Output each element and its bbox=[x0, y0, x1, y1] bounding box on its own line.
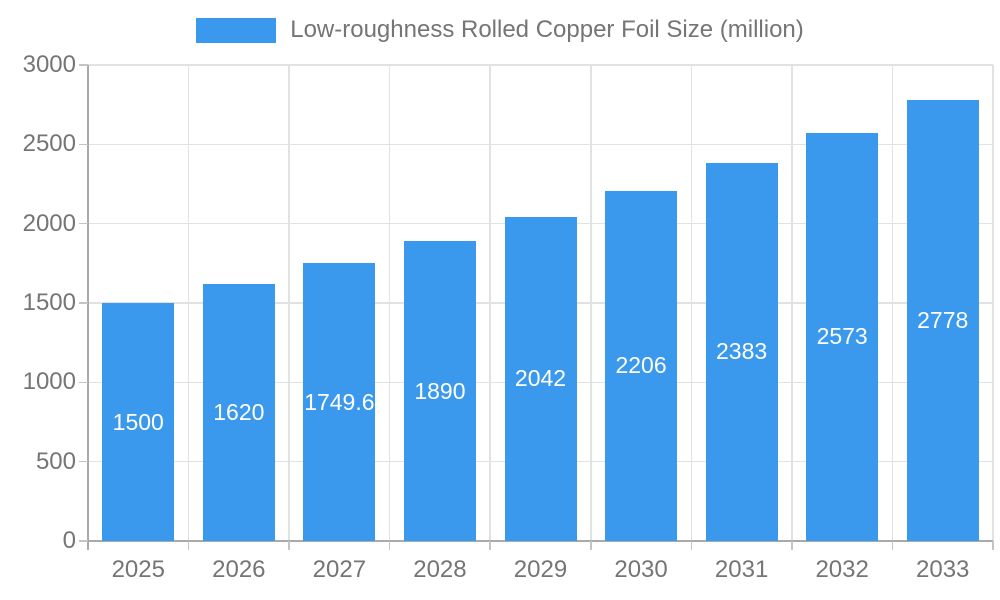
x-axis-tick bbox=[791, 541, 793, 550]
x-axis-tick-label: 2031 bbox=[714, 556, 769, 583]
x-axis-tick bbox=[690, 541, 693, 550]
bar-value-label: 2383 bbox=[716, 338, 768, 365]
vertical-gridline bbox=[187, 65, 190, 541]
y-axis-line bbox=[87, 65, 89, 550]
bar: 1500 bbox=[102, 303, 175, 541]
vertical-gridline bbox=[791, 65, 793, 541]
bar: 2042 bbox=[504, 217, 577, 541]
x-axis-tick-label: 2028 bbox=[413, 556, 467, 583]
x-axis-tick bbox=[489, 541, 491, 550]
y-axis-tick-label: 1000 bbox=[22, 368, 76, 396]
x-axis-tick bbox=[288, 541, 290, 550]
x-axis-tick bbox=[590, 541, 592, 550]
bar-value-label: 1890 bbox=[414, 377, 466, 404]
x-axis-tick bbox=[992, 541, 994, 550]
x-axis-tick-label: 2027 bbox=[312, 556, 367, 583]
y-axis-tick-label: 2000 bbox=[22, 209, 76, 237]
x-axis-line bbox=[88, 540, 993, 542]
y-axis-tick bbox=[79, 381, 88, 384]
legend-label: Low-roughness Rolled Copper Foil Size (m… bbox=[290, 16, 804, 43]
x-axis-tick bbox=[388, 541, 391, 550]
bar-value-label: 2573 bbox=[816, 323, 868, 350]
bar-value-label: 1749.6 bbox=[304, 388, 375, 415]
bar-value-label: 2042 bbox=[514, 365, 567, 392]
bar-value-label: 2206 bbox=[615, 352, 667, 379]
vertical-gridline bbox=[489, 65, 491, 541]
y-axis-tick bbox=[79, 222, 88, 225]
bar: 1890 bbox=[403, 241, 476, 541]
legend[interactable]: Low-roughness Rolled Copper Foil Size (m… bbox=[0, 16, 1000, 44]
bar: 1620 bbox=[202, 283, 275, 541]
bar-value-label: 1500 bbox=[112, 408, 164, 435]
vertical-gridline bbox=[590, 65, 592, 541]
x-axis-tick-label: 2025 bbox=[111, 556, 165, 583]
vertical-gridline bbox=[288, 65, 290, 541]
bar: 2383 bbox=[705, 162, 778, 541]
horizontal-gridline bbox=[88, 143, 993, 146]
y-axis-tick-label: 1500 bbox=[22, 289, 76, 316]
x-axis-tick-label: 2030 bbox=[614, 556, 668, 583]
y-axis-tick-label: 3000 bbox=[22, 51, 76, 78]
y-axis-tick-label: 500 bbox=[35, 447, 76, 475]
horizontal-gridline bbox=[88, 64, 993, 66]
x-axis-tick-label: 2026 bbox=[212, 556, 266, 583]
vertical-gridline bbox=[690, 65, 693, 541]
y-axis-tick bbox=[79, 64, 88, 66]
bar-value-label: 2778 bbox=[917, 307, 969, 334]
bar: 2778 bbox=[906, 100, 979, 541]
y-axis-tick bbox=[79, 540, 88, 542]
bar: 2206 bbox=[605, 190, 678, 541]
bar-value-label: 1620 bbox=[213, 398, 265, 425]
y-axis-tick bbox=[79, 143, 88, 146]
x-axis-tick-label: 2033 bbox=[916, 556, 970, 583]
vertical-gridline bbox=[891, 65, 894, 541]
x-axis-tick bbox=[187, 541, 190, 550]
vertical-gridline bbox=[992, 65, 994, 541]
x-axis-tick bbox=[891, 541, 894, 550]
y-axis-tick bbox=[79, 460, 88, 463]
y-axis-tick-label: 0 bbox=[62, 527, 76, 554]
vertical-gridline bbox=[388, 65, 391, 541]
x-axis-tick-label: 2029 bbox=[513, 556, 568, 583]
y-axis-tick bbox=[79, 302, 88, 304]
bar: 2573 bbox=[806, 132, 879, 541]
bar: 1749.6 bbox=[303, 263, 376, 541]
legend-swatch-icon bbox=[196, 17, 277, 43]
y-axis-tick-label: 2500 bbox=[22, 130, 76, 158]
x-axis-tick-label: 2032 bbox=[815, 556, 869, 583]
